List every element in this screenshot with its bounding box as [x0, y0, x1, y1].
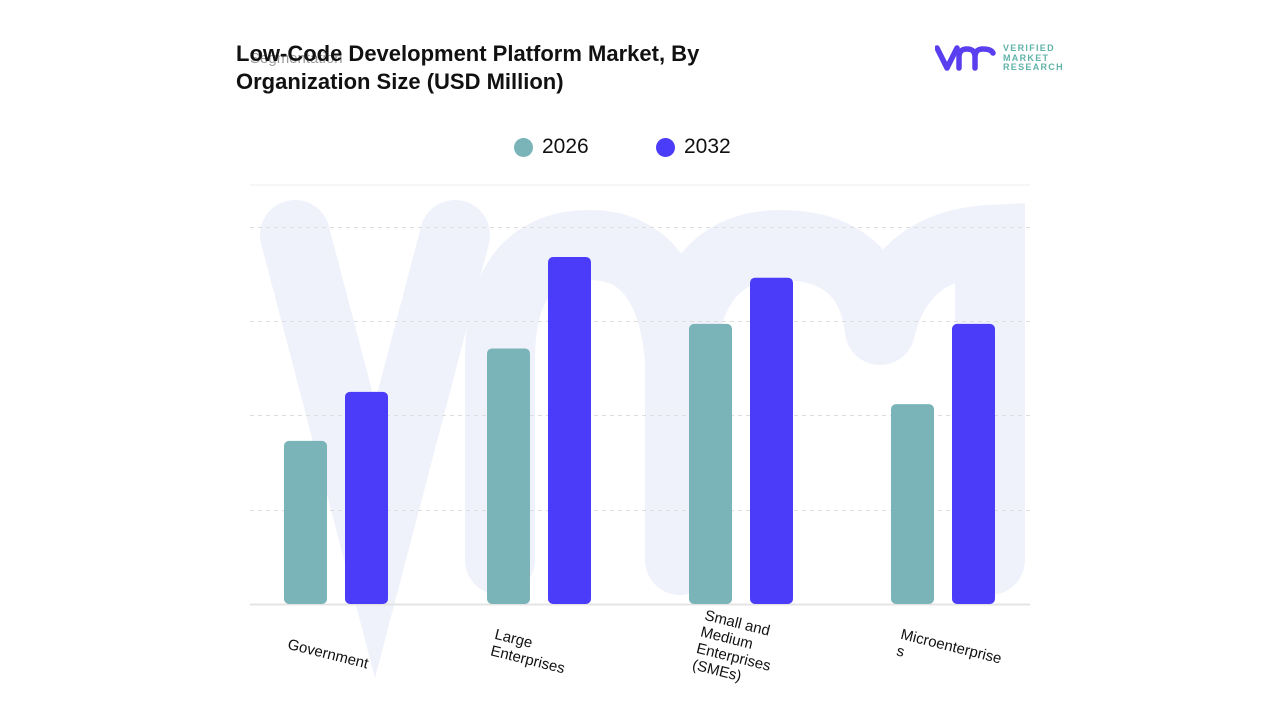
legend-swatch-2026: [514, 137, 533, 157]
bar-small-and-medium-enterprises-smes-2026[interactable]: [689, 323, 732, 604]
chart-legend: 2026 2032: [0, 135, 1280, 165]
legend-swatch-2032: [656, 137, 675, 157]
chart-subtitle-ghost: Segmentation: [250, 50, 343, 67]
logo-line-3: RESEARCH: [1003, 62, 1064, 72]
legend-item-2026[interactable]: 2026: [514, 135, 589, 159]
logo-line-2: MARKET: [1003, 52, 1050, 63]
chart-title: Low-Code Development Platform Market, By…: [236, 41, 700, 94]
bar-microenterprises-2026[interactable]: [891, 404, 934, 604]
legend-label-2032: 2032: [684, 135, 731, 158]
vmr-logo-icon: [935, 45, 996, 71]
bar-microenterprises-2032[interactable]: [952, 323, 995, 604]
vmr-logo: VERIFIED MARKET RESEARCH: [935, 43, 1064, 73]
bar-large-enterprises-2032[interactable]: [548, 256, 591, 604]
bar-small-and-medium-enterprises-smes-2032[interactable]: [750, 277, 793, 604]
bar-large-enterprises-2026[interactable]: [487, 348, 530, 604]
bar-government-2026[interactable]: [284, 440, 327, 604]
watermark-logo: [260, 200, 1025, 678]
legend-label-2026: 2026: [542, 135, 589, 158]
legend-item-2032[interactable]: 2032: [656, 135, 731, 159]
bar-government-2032[interactable]: [345, 391, 388, 604]
logo-text: VERIFIED MARKET RESEARCH: [1003, 43, 1064, 73]
logo-line-1: VERIFIED: [1003, 43, 1055, 53]
